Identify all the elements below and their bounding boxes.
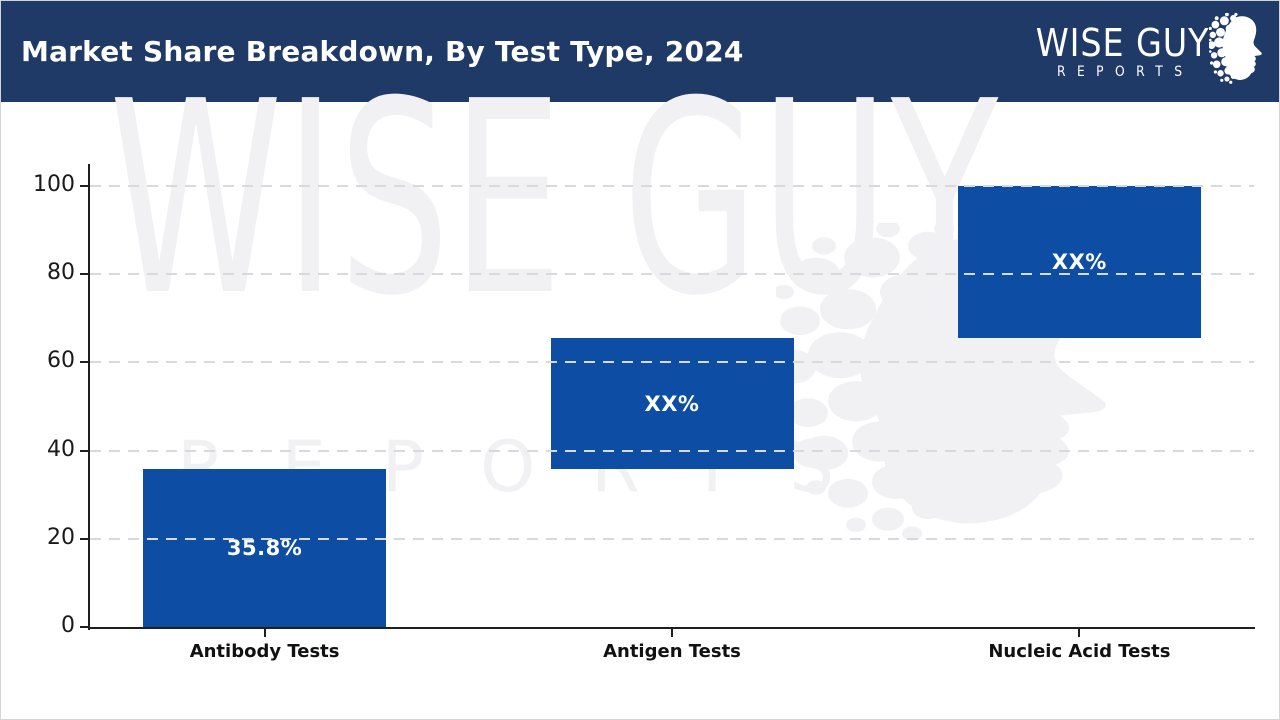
y-tick-label: 80	[47, 260, 75, 286]
bar-value-label: XX%	[1051, 250, 1107, 275]
gridline	[90, 185, 1254, 187]
y-tick-label: 60	[47, 348, 75, 374]
x-tick-mark	[263, 629, 266, 637]
x-tick-mark	[671, 629, 673, 637]
page-title: Market Share Breakdown, By Test Type, 20…	[21, 35, 744, 68]
y-tick-label: 0	[61, 613, 75, 638]
y-tick-mark	[80, 185, 89, 187]
x-category-label: Antibody Tests	[189, 641, 340, 662]
logo-subtext: REPORTS	[1056, 64, 1194, 80]
logo-wordmark: WISE GUY	[1035, 21, 1209, 65]
y-axis-line	[88, 164, 90, 630]
bar-2: XX%	[550, 338, 794, 470]
y-tick-mark	[80, 273, 89, 276]
x-axis-line	[88, 627, 1255, 629]
gridline	[90, 361, 1254, 364]
y-tick-label: 40	[47, 436, 75, 462]
chart-area: WISE GUY REPORTS 0 20 40 60 80 100 35.8% Antibo…	[1, 66, 1279, 719]
gridline	[90, 449, 1254, 452]
y-tick-label: 20	[47, 524, 75, 550]
y-tick-mark	[80, 449, 89, 452]
wise-guy-reports-logo: WISE GUY REPORTS	[1012, 13, 1273, 90]
bar-3: XX%	[957, 186, 1201, 339]
y-tick-mark	[80, 361, 89, 364]
logo-text: WISE GUY REPORTS	[1035, 24, 1209, 79]
x-category-label: Nucleic Acid Tests	[988, 641, 1171, 662]
y-tick-mark	[80, 626, 89, 628]
x-tick-mark	[1078, 629, 1081, 637]
gridline	[90, 273, 1254, 276]
bar-value-label: 35.8%	[226, 536, 303, 561]
header: Market Share Breakdown, By Test Type, 20…	[1, 1, 1279, 102]
gridline	[90, 537, 1254, 540]
x-category-label: Antigen Tests	[603, 641, 741, 662]
watermark-wordmark: WISE GUY	[109, 44, 1001, 354]
bar-1: 35.8%	[143, 469, 387, 627]
logo-face-icon	[1209, 13, 1273, 90]
y-tick-mark	[80, 537, 89, 540]
y-tick-label: 100	[33, 172, 75, 197]
bar-value-label: XX%	[644, 391, 700, 416]
